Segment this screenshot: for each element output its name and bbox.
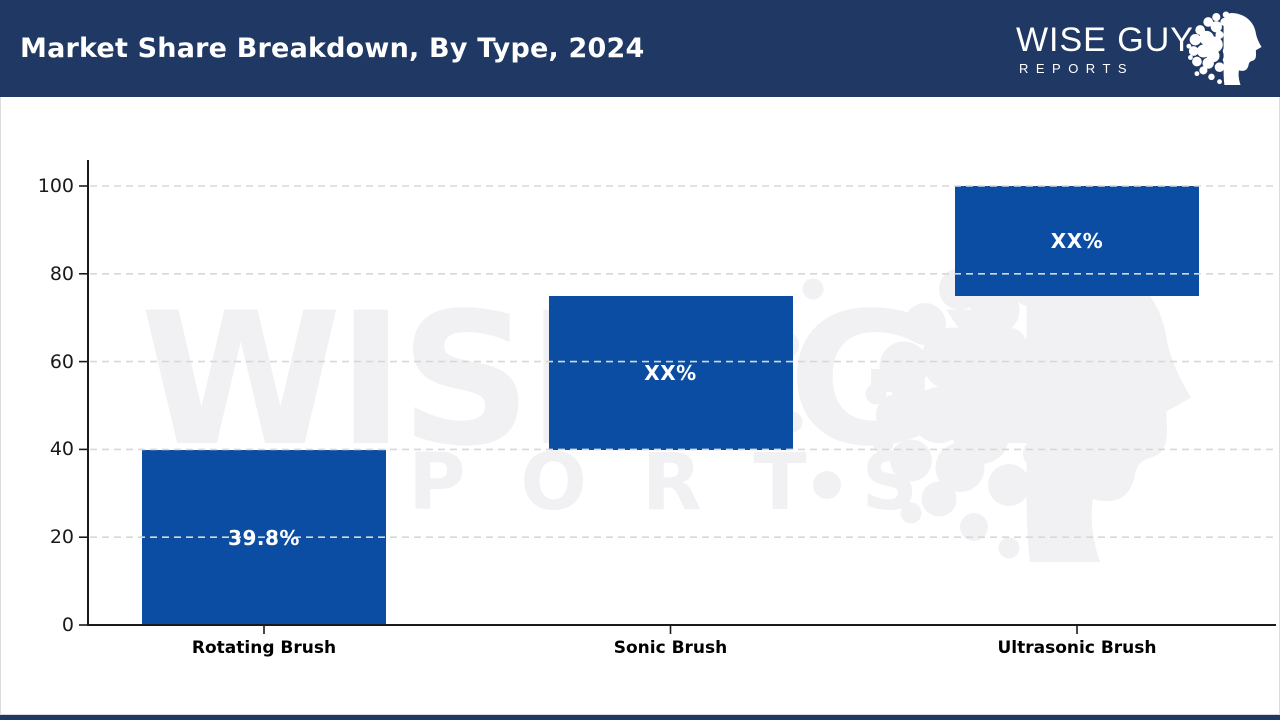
- head-dot: [1230, 16, 1235, 22]
- head-dot: [1212, 13, 1221, 22]
- head-dot: [1192, 56, 1202, 67]
- head-dot: [998, 537, 1020, 559]
- head-dot: [1217, 79, 1222, 85]
- bar-segment: [955, 186, 1199, 296]
- head-dot: [1222, 56, 1230, 64]
- head-dot: [1206, 49, 1220, 63]
- watermark: WISE G Y REPORTS: [140, 243, 1191, 562]
- bar-segment: [548, 295, 793, 451]
- head-dot: [1186, 43, 1192, 49]
- head-dot: [813, 471, 841, 499]
- head-dot: [960, 513, 988, 541]
- x-tick-label: Rotating Brush: [191, 638, 337, 658]
- head-dot: [991, 327, 1027, 363]
- logo-name: WISE GUY: [1015, 21, 1194, 59]
- head-dot: [879, 341, 929, 391]
- head-dot: [953, 352, 1023, 422]
- head-dot: [900, 502, 922, 524]
- y-tick-label: 0: [61, 614, 74, 636]
- logo-wordmark: WISE GUY REPORTS: [1016, 22, 1194, 76]
- head-dot: [1196, 44, 1210, 58]
- head-dot: [1220, 17, 1229, 26]
- head-dot: [1023, 394, 1065, 436]
- footer-bar: [0, 715, 1280, 720]
- x-tick-label: Sonic Brush: [613, 638, 728, 658]
- logo-subtitle: REPORTS: [1018, 61, 1135, 76]
- face-profile-shape: [1223, 13, 1262, 85]
- head-dot: [921, 481, 957, 517]
- head-dot: [1189, 34, 1201, 46]
- page-title: Market Share Breakdown, By Type, 2024: [20, 33, 645, 64]
- y-tick-label: 100: [37, 175, 74, 197]
- y-tick-label: 80: [49, 262, 74, 285]
- bar-value-label: XX%: [644, 361, 697, 385]
- head-dot: [1208, 73, 1215, 81]
- brand-logo: WISE GUY REPORTS: [1016, 9, 1268, 89]
- head-dot: [865, 383, 887, 405]
- head-dot: [876, 394, 918, 436]
- head-dot: [872, 432, 894, 454]
- x-tick-label: Ultrasonic Brush: [997, 638, 1157, 658]
- head-dot: [1188, 55, 1193, 60]
- head-dot: [1194, 71, 1200, 77]
- head-dot: [1023, 439, 1051, 468]
- head-dot: [1215, 30, 1224, 39]
- bar-value-label: XX%: [1050, 228, 1104, 253]
- dotted-head-icon: [1186, 11, 1262, 85]
- head-dot: [988, 464, 1030, 506]
- head-dot: [970, 285, 1020, 335]
- head-dot: [1222, 11, 1230, 18]
- bar-value-label: 39.8%: [228, 525, 300, 550]
- head-dot: [1222, 46, 1233, 56]
- head-dot: [1203, 17, 1214, 27]
- head-dot: [802, 278, 824, 300]
- head-dot: [1199, 66, 1208, 75]
- y-tick-label: 60: [49, 350, 74, 373]
- header-bar: Market Share Breakdown, By Type, 2024 WI…: [0, 0, 1280, 97]
- head-dot: [1214, 62, 1225, 73]
- head-dot: [911, 387, 967, 443]
- y-tick-label: 40: [49, 438, 74, 461]
- head-dot: [1206, 36, 1223, 53]
- head-dot: [1188, 46, 1199, 56]
- head-dot: [1210, 21, 1222, 33]
- y-tick-label: 20: [49, 526, 74, 549]
